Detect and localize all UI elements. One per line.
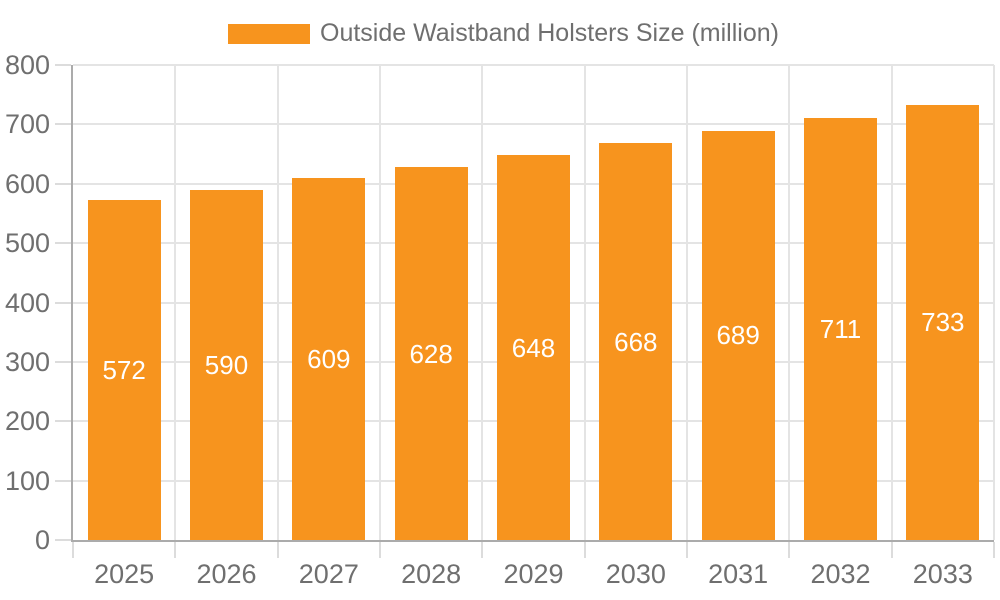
y-axis-tick <box>55 539 71 541</box>
x-axis-tick <box>686 542 688 558</box>
bar-2030[interactable] <box>599 143 673 540</box>
bar-2028[interactable] <box>394 167 468 540</box>
x-axis-tick <box>481 542 484 558</box>
y-axis-label: 500 <box>4 228 50 259</box>
x-axis-label: 2031 <box>708 559 769 589</box>
x-axis-label: 2030 <box>605 559 666 589</box>
y-axis-tick <box>55 123 71 126</box>
y-axis-label: 100 <box>4 465 50 496</box>
x-axis-line <box>71 540 994 542</box>
x-axis-tick <box>174 542 177 558</box>
y-axis-tick <box>55 64 71 66</box>
y-axis-tick <box>55 420 71 423</box>
x-axis-tick <box>276 542 279 558</box>
y-axis-label: 200 <box>4 406 50 437</box>
x-axis-tick <box>379 542 381 558</box>
x-axis-tick <box>72 542 74 558</box>
x-axis-label: 2026 <box>196 559 257 589</box>
x-gridline <box>276 65 279 540</box>
x-axis-tick <box>583 542 586 558</box>
x-axis-label: 2028 <box>401 559 462 589</box>
y-axis-label: 700 <box>4 109 50 140</box>
x-axis-label: 2025 <box>94 559 155 589</box>
x-axis-label: 2027 <box>298 559 359 589</box>
x-axis-label: 2032 <box>810 559 871 589</box>
bar-2032[interactable] <box>804 117 877 540</box>
x-gridline <box>890 65 893 540</box>
y-axis-label: 300 <box>4 346 50 377</box>
bar-2027[interactable] <box>292 178 366 540</box>
bar-2031[interactable] <box>701 130 775 540</box>
legend[interactable]: Outside Waistband Holsters Size (million… <box>228 20 779 47</box>
y-axis-label: 600 <box>4 168 50 199</box>
bar-value-label: 572 <box>102 355 146 386</box>
y-axis-tick <box>55 479 71 482</box>
bar-2026[interactable] <box>190 189 263 540</box>
bar-value-label: 648 <box>511 332 556 363</box>
bar-value-label: 590 <box>204 349 249 380</box>
bar-2029[interactable] <box>497 155 570 540</box>
y-gridline <box>73 123 994 126</box>
x-axis-tick <box>788 542 791 558</box>
y-axis-tick <box>55 242 71 245</box>
bar-value-label: 733 <box>921 307 965 338</box>
x-gridline <box>379 65 381 540</box>
bar-2025[interactable] <box>87 200 161 540</box>
y-axis-tick <box>55 301 71 304</box>
legend-swatch <box>228 23 310 44</box>
x-axis-tick <box>993 542 995 558</box>
legend-label: Outside Waistband Holsters Size (million… <box>320 19 779 47</box>
bar-value-label: 668 <box>614 326 658 357</box>
bar-value-label: 609 <box>307 344 351 375</box>
bar-value-label: 689 <box>716 320 760 351</box>
bar-value-label: 711 <box>819 313 862 344</box>
y-axis-label: 400 <box>4 287 50 318</box>
x-axis-tick <box>890 542 893 558</box>
x-gridline <box>788 65 791 540</box>
y-axis-label: 800 <box>4 50 50 80</box>
x-gridline <box>993 65 995 540</box>
x-gridline <box>583 65 586 540</box>
y-gridline <box>73 64 994 66</box>
bar-2033[interactable] <box>906 104 980 540</box>
y-axis-label: 0 <box>34 525 50 555</box>
x-axis-label: 2029 <box>503 559 564 589</box>
bar-value-label: 628 <box>409 338 453 369</box>
x-axis-label: 2033 <box>912 559 973 589</box>
x-gridline <box>686 65 688 540</box>
y-axis-tick <box>55 360 71 363</box>
y-axis-tick <box>55 182 71 185</box>
x-gridline <box>174 65 177 540</box>
x-gridline <box>481 65 484 540</box>
y-axis-line <box>71 65 73 542</box>
